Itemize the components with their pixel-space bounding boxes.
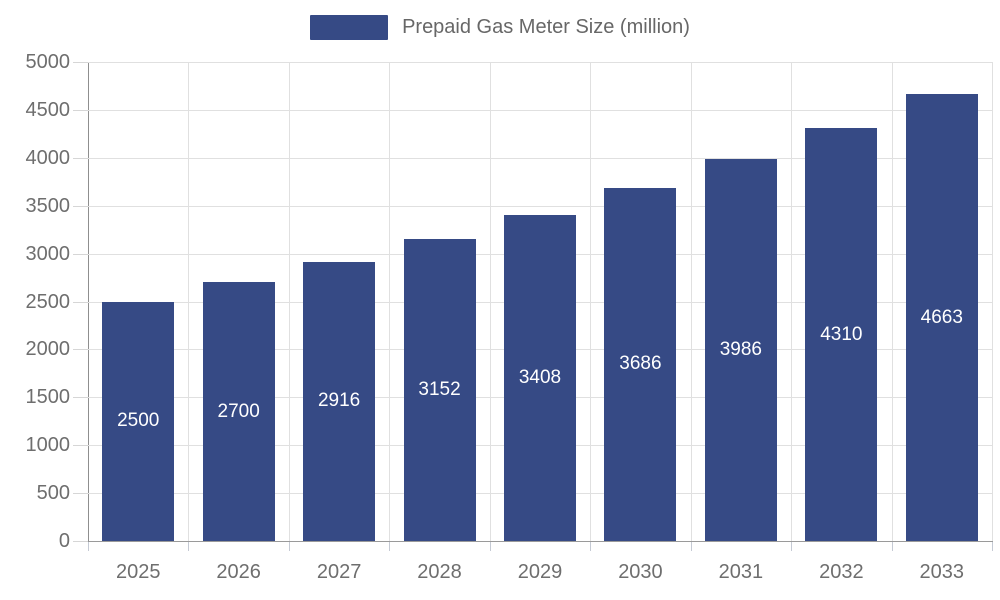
- x-axis-tick: [88, 542, 89, 551]
- bar-value-label: 2700: [217, 400, 260, 422]
- bar-value-label: 3986: [719, 339, 763, 361]
- bar: 2500: [102, 301, 175, 541]
- grid-line-vertical: [992, 62, 993, 541]
- y-axis-tick-label: 5000: [25, 51, 71, 73]
- y-axis-tick-label: 500: [36, 482, 70, 505]
- x-axis-tick-label: 2025: [115, 561, 161, 583]
- x-axis-tick-label: 2027: [316, 561, 362, 583]
- bar: 4310: [805, 128, 878, 541]
- y-axis-tick-label: 2000: [25, 338, 71, 361]
- grid-line-vertical: [891, 62, 893, 541]
- legend-swatch: [310, 15, 389, 40]
- x-axis-tick-label: 2030: [618, 561, 663, 583]
- y-axis-tick: [73, 445, 88, 447]
- grid-line-vertical: [188, 62, 190, 541]
- bar-value-label: 4663: [920, 306, 963, 328]
- y-axis-tick: [73, 157, 88, 159]
- y-axis-tick-label: 2500: [25, 290, 71, 313]
- x-axis-tick-label: 2032: [819, 561, 864, 583]
- bar: 3408: [504, 214, 576, 541]
- bar: 3986: [704, 159, 777, 541]
- y-axis-tick-label: 1500: [25, 386, 71, 409]
- bar: 3686: [604, 187, 677, 541]
- legend-label: Prepaid Gas Meter Size (million): [402, 16, 690, 38]
- y-axis-tick-label: 4500: [25, 98, 71, 121]
- grid-line-horizontal: [88, 205, 992, 207]
- bar-value-label: 3152: [418, 379, 461, 400]
- y-axis-tick: [73, 253, 88, 255]
- grid-line-vertical: [690, 62, 692, 541]
- x-axis-tick: [389, 542, 391, 551]
- y-axis-tick-label: 4000: [25, 146, 71, 169]
- x-axis-tick: [992, 542, 993, 551]
- y-axis-tick: [73, 397, 88, 399]
- bar: 2700: [202, 282, 275, 541]
- x-axis-tick: [288, 542, 290, 551]
- y-axis-tick: [73, 493, 88, 495]
- x-axis-tick: [891, 542, 893, 551]
- y-axis-tick-label: 3000: [25, 242, 71, 265]
- y-axis-tick-label: 0: [58, 530, 70, 552]
- grid-line-vertical: [288, 62, 290, 541]
- bar: 4663: [905, 94, 978, 541]
- bar-value-label: 3686: [619, 353, 662, 375]
- bar-value-label: 4310: [820, 323, 863, 345]
- x-axis-tick: [188, 542, 190, 551]
- y-axis-tick: [73, 541, 88, 542]
- y-axis-tick-label: 3500: [25, 194, 71, 217]
- bar: 2916: [303, 261, 376, 541]
- bar-value-label: 3408: [518, 366, 562, 388]
- y-axis-tick: [73, 301, 88, 303]
- bar-value-label: 2916: [317, 390, 361, 412]
- x-axis-tick-label: 2033: [919, 561, 965, 583]
- legend[interactable]: Prepaid Gas Meter Size (million): [0, 15, 1000, 40]
- x-axis-tick: [590, 542, 592, 551]
- x-axis-tick: [690, 542, 692, 551]
- grid-line-horizontal: [88, 157, 992, 159]
- grid-line-horizontal: [88, 62, 992, 63]
- x-axis-tick-label: 2028: [417, 561, 462, 583]
- y-axis-tick: [73, 349, 88, 351]
- x-axis-tick-label: 2029: [517, 561, 563, 583]
- grid-line-horizontal: [88, 109, 992, 111]
- y-axis-tick: [73, 109, 88, 111]
- x-axis-tick-label: 2031: [718, 561, 764, 583]
- y-axis-tick-label: 1000: [25, 434, 71, 457]
- x-axis-tick: [791, 542, 793, 551]
- grid-line-vertical: [791, 62, 793, 541]
- grid-line-vertical: [590, 62, 592, 541]
- bar-value-label: 2500: [117, 410, 160, 432]
- y-axis-tick: [73, 62, 88, 63]
- bar: 3152: [403, 239, 476, 541]
- grid-line-vertical: [389, 62, 391, 541]
- x-axis-tick: [489, 542, 491, 551]
- x-axis-tick-label: 2026: [216, 561, 261, 583]
- grid-line-vertical: [489, 62, 491, 541]
- y-axis-tick: [73, 205, 88, 207]
